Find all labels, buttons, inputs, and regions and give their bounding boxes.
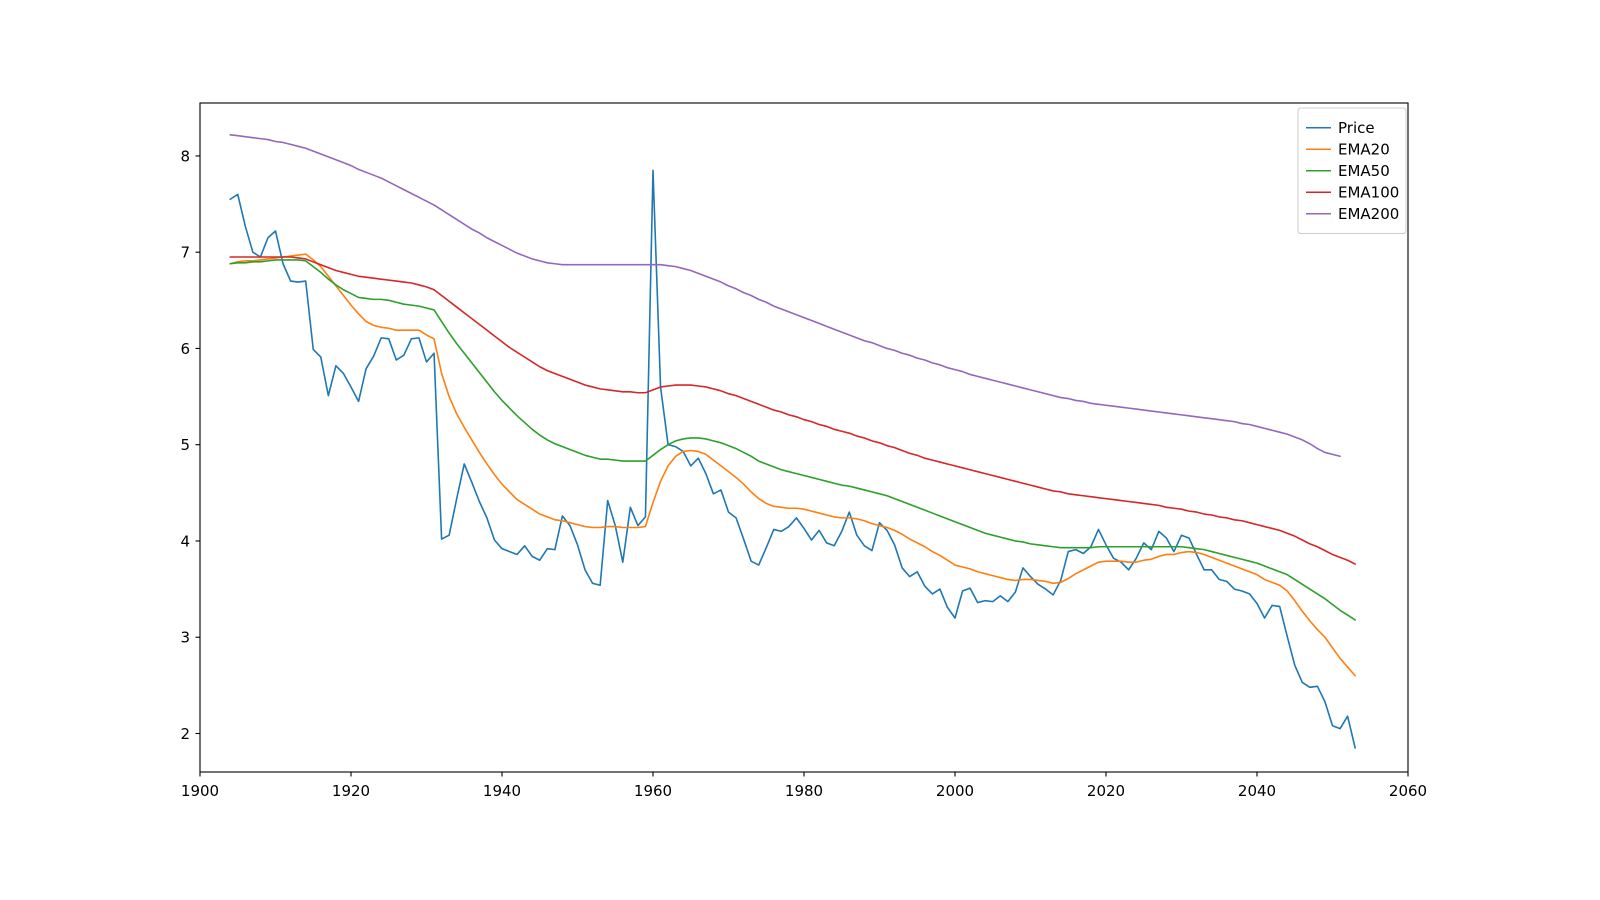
y-tick-label: 7 (180, 244, 190, 262)
series-lines (229, 133, 1356, 749)
legend-label-price[interactable]: Price (1338, 119, 1375, 137)
x-tick-label: 1940 (483, 782, 521, 800)
legend-label-ema200[interactable]: EMA200 (1338, 205, 1399, 223)
legend-label-ema50[interactable]: EMA50 (1338, 162, 1390, 180)
series-line-ema200 (229, 133, 1341, 458)
chart-legend[interactable]: Price EMA20 EMA50 EMA100 EMA200 (1297, 107, 1407, 234)
y-tick-label: 6 (180, 340, 190, 358)
x-tick-label: 1980 (785, 782, 823, 800)
x-axis-ticks: 1900 1920 1940 1960 1980 2000 2020 2040 2060 (181, 772, 1427, 800)
x-tick-label: 2020 (1087, 782, 1125, 800)
x-tick-label: 2000 (936, 782, 974, 800)
y-axis-ticks: 2 3 4 5 6 7 8 (180, 147, 200, 743)
series-line-ema20 (229, 253, 1356, 677)
x-tick-label: 1900 (181, 782, 219, 800)
y-tick-label: 3 (180, 629, 190, 647)
y-tick-label: 8 (180, 147, 190, 165)
legend-label-ema20[interactable]: EMA20 (1338, 140, 1390, 158)
series-line-ema100 (229, 256, 1356, 565)
x-tick-label: 2060 (1389, 782, 1427, 800)
y-tick-label: 5 (180, 436, 190, 454)
series-line-ema50 (229, 259, 1356, 621)
series-line-price (229, 169, 1356, 749)
x-tick-label: 2040 (1238, 782, 1276, 800)
legend-label-ema100[interactable]: EMA100 (1338, 183, 1399, 201)
y-tick-label: 2 (180, 725, 190, 743)
legend-box (1297, 107, 1407, 234)
y-tick-label: 4 (180, 532, 190, 550)
x-tick-label: 1960 (634, 782, 672, 800)
x-tick-label: 1920 (332, 782, 370, 800)
